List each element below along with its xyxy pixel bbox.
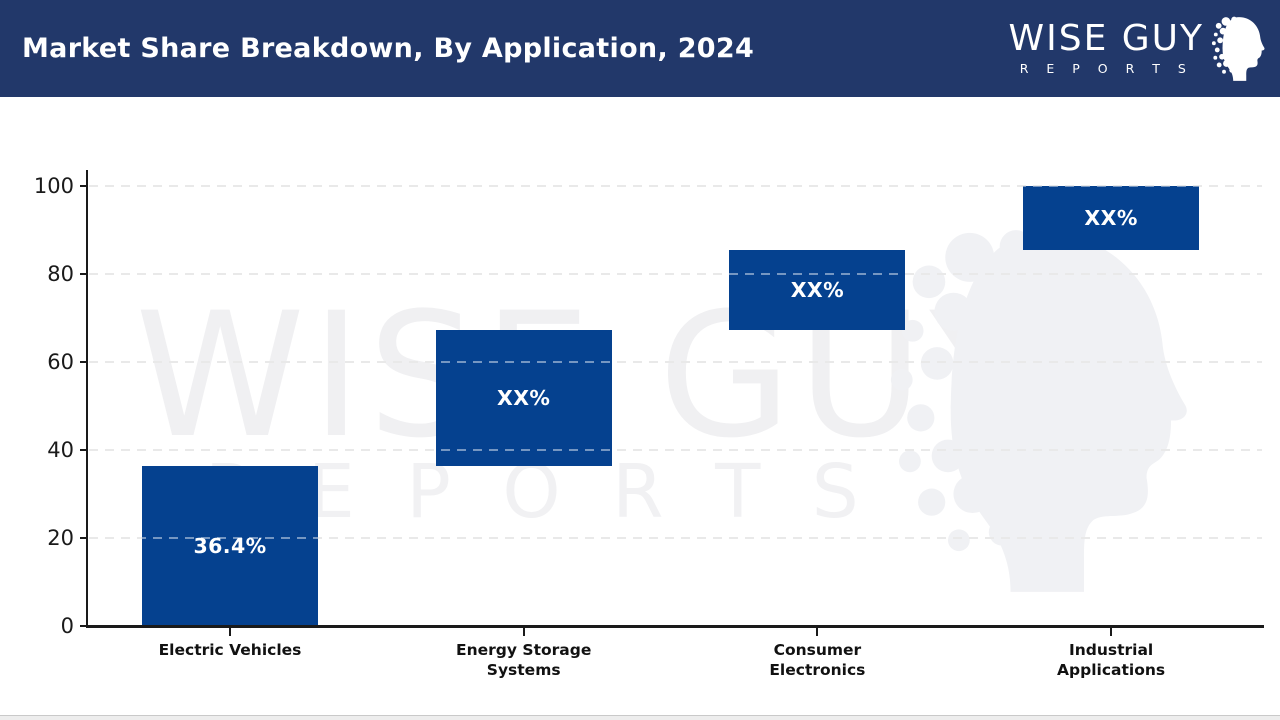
y-axis-line <box>86 170 88 627</box>
gridline-overlay <box>89 273 1262 275</box>
bar-consumer-electronics: XX% <box>729 249 906 330</box>
gridline <box>89 273 1262 275</box>
logo-text: WISE GUY R E P O R T S <box>1008 18 1205 77</box>
logo-subtext: R E P O R T S <box>1019 61 1193 76</box>
gridline-overlay <box>89 361 1262 363</box>
x-axis-tick <box>816 628 819 636</box>
y-tick-label: 0 <box>60 614 74 638</box>
y-tick-label: 60 <box>47 350 74 374</box>
x-axis-line <box>86 625 1264 628</box>
y-axis-tick <box>80 537 87 539</box>
bar-industrial-applications: XX% <box>1023 186 1200 250</box>
gridline <box>89 361 1262 363</box>
y-axis-tick <box>80 625 87 627</box>
bar-energy-storage-systems: XX% <box>435 329 612 466</box>
y-tick-label: 40 <box>47 438 74 462</box>
y-tick-label: 100 <box>33 174 74 198</box>
bar-value-label: XX% <box>1084 205 1138 230</box>
gridline <box>89 185 1262 187</box>
y-axis-tick <box>80 449 87 451</box>
gridline <box>89 449 1262 451</box>
y-tick-label: 80 <box>47 262 74 286</box>
x-axis-tick <box>229 628 231 636</box>
bar-value-label: XX% <box>497 385 551 410</box>
gridline <box>89 537 1262 539</box>
x-axis-tick <box>1110 628 1113 636</box>
y-axis-tick <box>80 185 87 187</box>
bar-value-label: 36.4% <box>193 533 267 558</box>
header: Market Share Breakdown, By Application, … <box>0 0 1280 97</box>
page-title: Market Share Breakdown, By Application, … <box>22 33 755 64</box>
x-axis-tick <box>522 628 525 636</box>
x-tick-label: Electric Vehicles <box>158 641 302 659</box>
gridline-overlay <box>89 185 1262 187</box>
y-tick-label: 20 <box>47 526 74 550</box>
gridline-overlay <box>89 537 1262 539</box>
y-axis-tick <box>80 273 87 275</box>
x-tick-label: Energy Storage Systems <box>456 641 592 680</box>
bar-electric-vehicles: 36.4% <box>142 465 318 626</box>
logo-wordmark: WISE GUY <box>1008 18 1204 59</box>
x-tick-label: Consumer Electronics <box>769 641 866 680</box>
footer-strip <box>0 715 1280 720</box>
brand-logo: WISE GUY R E P O R T S <box>1009 0 1269 97</box>
bar-value-label: XX% <box>790 277 845 302</box>
x-tick-label: Industrial Applications <box>1057 641 1166 680</box>
y-axis-tick <box>80 361 87 363</box>
gridline-overlay <box>89 449 1262 451</box>
